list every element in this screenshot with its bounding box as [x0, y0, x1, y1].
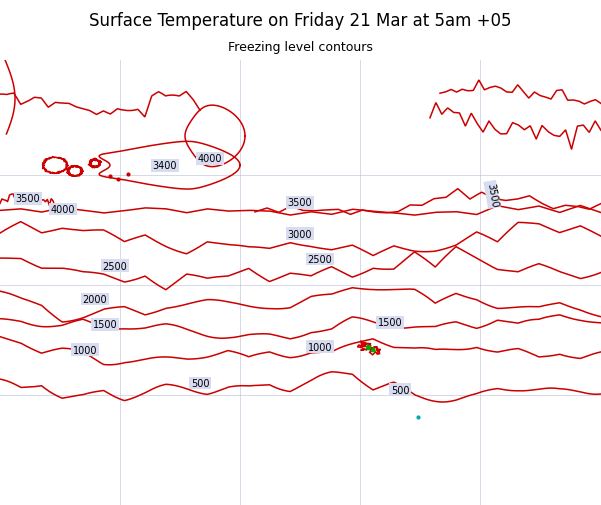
Text: 1000: 1000 — [73, 345, 97, 355]
Text: 4000: 4000 — [50, 205, 75, 215]
Text: 500: 500 — [191, 378, 209, 388]
Text: 3500: 3500 — [485, 182, 499, 208]
Text: 2500: 2500 — [308, 255, 332, 265]
Text: 1000: 1000 — [308, 342, 332, 352]
Text: 500: 500 — [391, 385, 409, 395]
Text: 2500: 2500 — [103, 261, 127, 271]
Text: 1500: 1500 — [93, 320, 117, 330]
Text: 2000: 2000 — [83, 294, 108, 305]
Text: Freezing level contours: Freezing level contours — [228, 41, 373, 54]
Text: 3000: 3000 — [288, 229, 313, 239]
Text: 3500: 3500 — [16, 194, 40, 204]
Text: 3500: 3500 — [288, 198, 313, 208]
Text: Surface Temperature on Friday 21 Mar at 5am +05: Surface Temperature on Friday 21 Mar at … — [90, 12, 511, 30]
Text: 1500: 1500 — [377, 318, 402, 328]
Text: 3400: 3400 — [153, 161, 177, 171]
Text: 4000: 4000 — [198, 154, 222, 164]
